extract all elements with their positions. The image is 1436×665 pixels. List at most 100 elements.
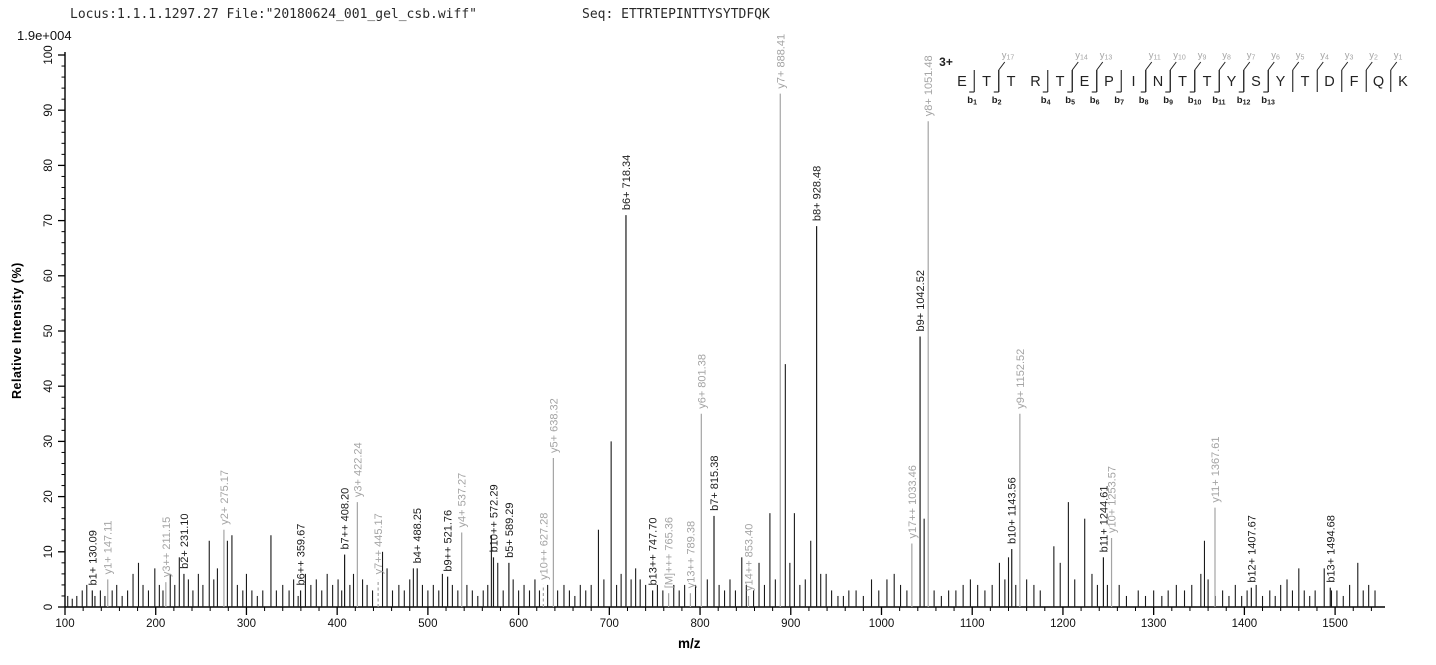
y-ion-mark-label: y5 [1296,50,1305,62]
x-tick-label: 1400 [1232,618,1258,630]
peptide-map: 3+E T T R T E P I N T T Y S Y T D F Q Kb1 b2 b4 b5 b6 b7 b8 b9 b10… [939,50,1408,107]
intensity-scale-label: 1.9e+004 [17,28,72,43]
residue-letter: Q [1373,74,1384,90]
ion-label: y6+ 801.38 [696,354,708,409]
residue-letter: N [1153,74,1163,90]
residue-letter: T [982,74,991,90]
x-tick-label: 900 [781,618,800,630]
ion-label: b6++ 359.67 [296,524,308,586]
residue-letter: I [1131,74,1135,90]
residue-letter: T [1007,74,1016,90]
residue-letter: T [1301,74,1310,90]
ion-label: b13+ 1494.68 [1325,515,1337,583]
b-ion-mark-label: b12 [1237,95,1251,107]
residue-letter: Y [1276,74,1286,90]
ion-label: b12+ 1407.67 [1246,515,1258,583]
ion-label: b10++ 572.29 [488,484,500,552]
y-tick-label: 80 [43,159,55,172]
x-tick-label: 1000 [869,618,895,630]
ion-label: y1+ 147.11 [103,520,115,574]
y-ion-mark-label: y1 [1394,50,1403,62]
ion-label: y5+ 638.32 [548,398,560,453]
y-tick-label: 90 [43,104,55,117]
y-ion-mark-label: y9 [1198,50,1207,62]
ion-label: y10+ 1253.57 [1107,466,1119,533]
x-tick-label: 200 [146,618,165,630]
x-tick-label: 700 [600,618,619,630]
y-ion-mark-label: y6 [1271,50,1280,62]
y-tick-label: 20 [43,490,55,503]
b-ion-mark-label: b8 [1139,95,1149,107]
ion-label: y17++ 1033.46 [907,465,919,538]
b-ion-mark-label: b4 [1041,95,1051,107]
ion-label: y3+ 422.24 [352,442,364,497]
residue-letter: T [1178,74,1187,90]
residue-letter: T [1203,74,1212,90]
residue-letter: E [1080,74,1090,90]
b-ion-mark-label: b5 [1065,95,1075,107]
ion-label: b7++ 408.20 [340,488,352,550]
b-ion-mark-label: b6 [1090,95,1100,107]
residue-letter: T [1056,74,1065,90]
x-tick-label: 600 [509,618,528,630]
ion-label: b9+ 1042.52 [915,270,927,331]
y-ion-mark-label: y13 [1100,50,1113,62]
y-ion-mark-label: y2 [1369,50,1378,62]
x-axis-title: m/z [678,636,701,651]
residue-letter: D [1324,74,1334,90]
x-tick-label: 1200 [1050,618,1076,630]
y-ion-mark-label: y8 [1222,50,1231,62]
ion-label: y7++ 445.17 [373,513,385,574]
ion-label: b13++ 747.70 [648,518,660,586]
residue-letter: S [1251,74,1261,90]
ion-label: y2+ 275.17 [219,470,231,525]
ion-label: b8+ 928.48 [812,166,824,221]
residue-letter: R [1030,74,1040,90]
ion-label: b9++ 521.76 [443,510,455,572]
x-tick-label: 1300 [1141,618,1167,630]
ion-label: [M]+++ 765.36 [664,517,676,588]
y-ion-mark-label: y7 [1247,50,1256,62]
x-tick-label: 300 [237,618,256,630]
y-ion-mark-label: y10 [1173,50,1186,62]
x-tick-label: 800 [690,618,709,630]
y-tick-label: 100 [43,45,55,64]
residue-letter: Y [1227,74,1237,90]
ion-label: y14++ 853.40 [743,524,755,591]
ion-label: y11+ 1367.61 [1210,436,1222,502]
ion-label: b4+ 488.25 [412,508,424,563]
sequence-header: Seq: ETTRTEPINTTYSYTDFQK [582,7,770,22]
x-tick-label: 100 [55,618,74,630]
y-ion-mark-label: y17 [1002,50,1015,62]
ion-label: y4+ 537.27 [457,473,469,528]
b-ion-mark-label: b9 [1163,95,1173,107]
peaks [67,364,1376,607]
x-tick-label: 1100 [960,618,985,630]
residue-letter: F [1350,74,1359,90]
y-ion-mark-label: y4 [1320,50,1329,62]
b-ion-mark-label: b11 [1212,95,1225,107]
residue-letter: P [1104,74,1114,90]
y-tick-label: 70 [43,214,55,227]
y-tick-label: 40 [43,380,55,393]
x-tick-label: 400 [328,618,347,630]
y-tick-label: 30 [43,435,55,448]
ion-label: y9+ 1152.52 [1015,349,1027,409]
ion-label: y3++ 211.15 [161,517,173,577]
precursor-charge: 3+ [939,55,953,69]
ion-label: b10+ 1143.56 [1007,477,1019,544]
ion-label: b7+ 815.38 [709,456,721,511]
y-tick-label: 60 [43,269,55,282]
b-ion-mark-label: b10 [1188,95,1202,107]
y-ion-mark-label: y14 [1075,50,1088,62]
ion-label: b1+ 130.09 [87,530,99,585]
y-ion-mark-label: y3 [1345,50,1354,62]
x-tick-label: 500 [418,618,437,630]
ion-label: b5+ 589.29 [504,502,516,557]
ion-label: b11+ 1244.61 [1098,486,1110,553]
ion-label: y8+ 1051.48 [923,55,935,116]
y-tick-label: 50 [43,325,55,338]
y-axis-ticks: 0 10 20 30 40 50 60 70 80 90 100 [43,45,65,610]
x-tick-label: 1500 [1322,618,1348,630]
